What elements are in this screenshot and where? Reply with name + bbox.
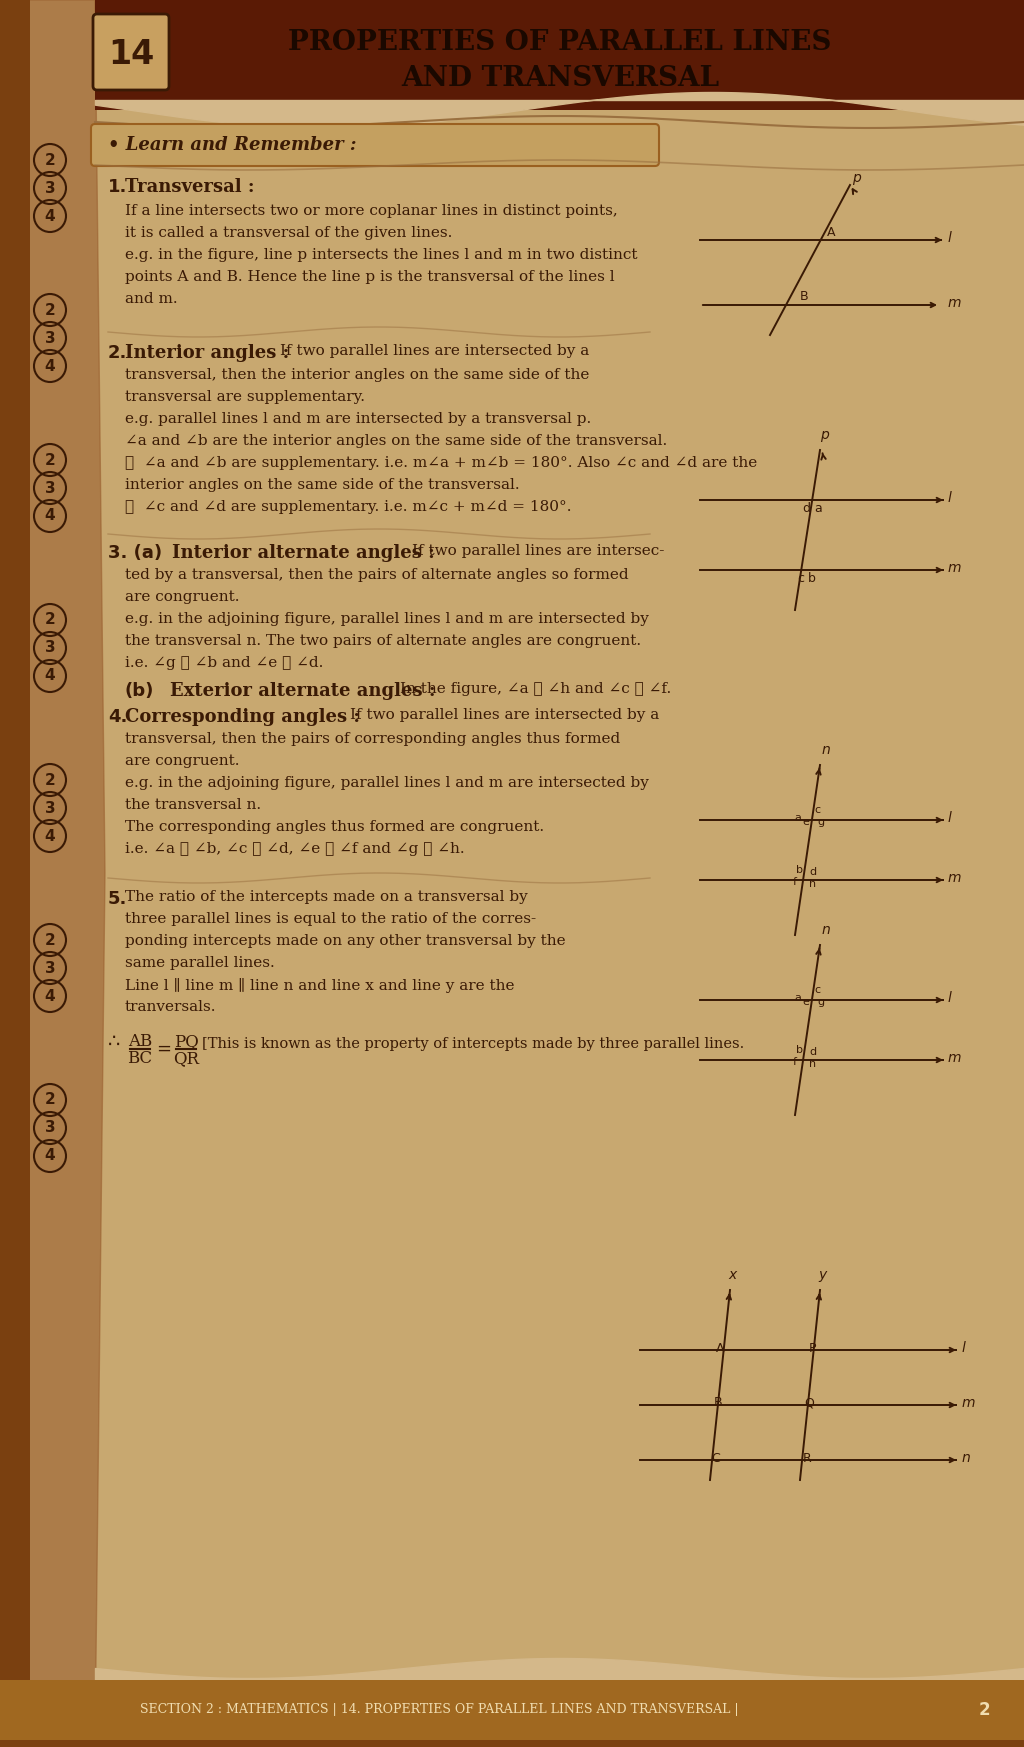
Text: b: b — [796, 865, 803, 875]
Text: and m.: and m. — [125, 292, 177, 306]
Text: f: f — [793, 1057, 797, 1067]
Text: In the figure, ∠a ≅ ∠h and ∠c ≅ ∠f.: In the figure, ∠a ≅ ∠h and ∠c ≅ ∠f. — [400, 681, 672, 695]
Text: 3: 3 — [45, 330, 55, 346]
Text: e.g. in the figure, line p intersects the lines l and m in two distinct: e.g. in the figure, line p intersects th… — [125, 248, 638, 262]
Text: If two parallel lines are intersected by a: If two parallel lines are intersected by… — [350, 708, 659, 722]
Text: f: f — [793, 877, 797, 887]
Text: d: d — [802, 501, 810, 515]
Text: points A and B. Hence the line p is the transversal of the lines l: points A and B. Hence the line p is the … — [125, 271, 614, 285]
Text: b: b — [796, 1045, 803, 1055]
Text: y: y — [818, 1268, 826, 1282]
Text: h: h — [809, 1059, 816, 1069]
Text: P: P — [809, 1342, 816, 1354]
Text: 2: 2 — [45, 152, 55, 168]
Text: Interior angles :: Interior angles : — [125, 344, 289, 362]
Text: AB: AB — [128, 1032, 153, 1050]
Text: (b): (b) — [125, 681, 155, 701]
Text: 3: 3 — [45, 961, 55, 975]
Text: ponding intercepts made on any other transversal by the: ponding intercepts made on any other tra… — [125, 935, 565, 949]
Text: i.e. ∠g ≅ ∠b and ∠e ≅ ∠d.: i.e. ∠g ≅ ∠b and ∠e ≅ ∠d. — [125, 657, 324, 671]
Polygon shape — [0, 0, 105, 1747]
Text: AND TRANSVERSAL: AND TRANSVERSAL — [401, 65, 719, 91]
Text: 3: 3 — [45, 180, 55, 196]
Text: transversal, then the pairs of corresponding angles thus formed: transversal, then the pairs of correspon… — [125, 732, 621, 746]
Text: [This is known as the property of intercepts made by three parallel lines.: [This is known as the property of interc… — [202, 1038, 744, 1052]
Text: 2: 2 — [45, 452, 55, 468]
Text: 3: 3 — [45, 1120, 55, 1136]
Text: are congruent.: are congruent. — [125, 590, 240, 604]
Text: R: R — [803, 1452, 812, 1464]
Text: 5.: 5. — [108, 889, 127, 908]
Text: b: b — [808, 571, 816, 585]
FancyBboxPatch shape — [91, 124, 659, 166]
Text: it is called a transversal of the given lines.: it is called a transversal of the given … — [125, 225, 453, 239]
Text: Corresponding angles :: Corresponding angles : — [125, 708, 360, 727]
Text: The corresponding angles thus formed are congruent.: The corresponding angles thus formed are… — [125, 819, 544, 833]
Text: 2: 2 — [45, 613, 55, 627]
Text: a: a — [795, 812, 801, 823]
Text: e: e — [802, 998, 809, 1006]
Text: x: x — [728, 1268, 736, 1282]
Text: m: m — [948, 1052, 962, 1066]
Text: Transversal :: Transversal : — [125, 178, 255, 196]
FancyBboxPatch shape — [95, 0, 1024, 110]
Text: g: g — [817, 998, 824, 1006]
Text: p: p — [820, 428, 828, 442]
Text: l: l — [948, 231, 952, 245]
Text: the transversal n.: the transversal n. — [125, 798, 261, 812]
Text: 4.: 4. — [108, 708, 127, 727]
Text: 3: 3 — [45, 800, 55, 816]
Text: a: a — [795, 992, 801, 1003]
FancyBboxPatch shape — [0, 1740, 1024, 1747]
Text: ∴  ∠c and ∠d are supplementary. i.e. m∠c + m∠d = 180°.: ∴ ∠c and ∠d are supplementary. i.e. m∠c … — [125, 500, 571, 514]
Text: If two parallel lines are intersec-: If two parallel lines are intersec- — [412, 543, 665, 557]
Text: 4: 4 — [45, 669, 55, 683]
Text: QR: QR — [173, 1050, 199, 1067]
Text: h: h — [809, 879, 816, 889]
Text: ∠a and ∠b are the interior angles on the same side of the transversal.: ∠a and ∠b are the interior angles on the… — [125, 433, 668, 447]
Text: BC: BC — [127, 1050, 153, 1067]
Text: d: d — [809, 867, 816, 877]
Text: =: = — [156, 1039, 171, 1059]
FancyBboxPatch shape — [0, 0, 30, 1747]
Text: e.g. in the adjoining figure, parallel lines l and m are intersected by: e.g. in the adjoining figure, parallel l… — [125, 611, 649, 625]
Text: a: a — [814, 501, 821, 515]
Text: interior angles on the same side of the transversal.: interior angles on the same side of the … — [125, 479, 519, 493]
Text: 2: 2 — [45, 933, 55, 947]
Text: Line l ∥ line m ∥ line n and line x and line y are the: Line l ∥ line m ∥ line n and line x and … — [125, 978, 514, 992]
Text: p: p — [852, 171, 861, 185]
Text: e: e — [802, 818, 809, 826]
Text: If a line intersects two or more coplanar lines in distinct points,: If a line intersects two or more coplana… — [125, 204, 617, 218]
Text: 2: 2 — [45, 772, 55, 788]
Text: e.g. parallel lines l and m are intersected by a transversal p.: e.g. parallel lines l and m are intersec… — [125, 412, 591, 426]
Text: • Learn and Remember :: • Learn and Remember : — [108, 136, 356, 154]
Text: If two parallel lines are intersected by a: If two parallel lines are intersected by… — [280, 344, 589, 358]
Text: B: B — [714, 1396, 722, 1410]
Text: c: c — [814, 985, 820, 996]
Text: 4: 4 — [45, 508, 55, 524]
Text: 2: 2 — [45, 302, 55, 318]
Text: three parallel lines is equal to the ratio of the corres-: three parallel lines is equal to the rat… — [125, 912, 537, 926]
Text: 2: 2 — [978, 1702, 990, 1719]
Text: n: n — [962, 1452, 971, 1466]
Text: PROPERTIES OF PARALLEL LINES: PROPERTIES OF PARALLEL LINES — [289, 28, 831, 56]
Text: e.g. in the adjoining figure, parallel lines l and m are intersected by: e.g. in the adjoining figure, parallel l… — [125, 776, 649, 790]
Text: 1.: 1. — [108, 178, 127, 196]
Text: 3: 3 — [45, 480, 55, 496]
Text: The ratio of the intercepts made on a transversal by: The ratio of the intercepts made on a tr… — [125, 889, 527, 903]
Text: Interior alternate angles :: Interior alternate angles : — [172, 543, 435, 563]
Text: ∴: ∴ — [108, 1032, 121, 1052]
Text: m: m — [948, 561, 962, 575]
Text: the transversal n. The two pairs of alternate angles are congruent.: the transversal n. The two pairs of alte… — [125, 634, 641, 648]
Text: ted by a transversal, then the pairs of alternate angles so formed: ted by a transversal, then the pairs of … — [125, 568, 629, 582]
Text: ∴  ∠a and ∠b are supplementary. i.e. m∠a + m∠b = 180°. Also ∠c and ∠d are the: ∴ ∠a and ∠b are supplementary. i.e. m∠a … — [125, 456, 758, 470]
Text: i.e. ∠a ≅ ∠b, ∠c ≅ ∠d, ∠e ≅ ∠f and ∠g ≅ ∠h.: i.e. ∠a ≅ ∠b, ∠c ≅ ∠d, ∠e ≅ ∠f and ∠g ≅ … — [125, 842, 465, 856]
Text: tranversals.: tranversals. — [125, 999, 216, 1013]
Text: 3. (a): 3. (a) — [108, 543, 162, 563]
Text: Exterior alternate angles :: Exterior alternate angles : — [170, 681, 435, 701]
Text: 4: 4 — [45, 358, 55, 374]
Text: 4: 4 — [45, 1148, 55, 1164]
Text: PQ: PQ — [174, 1032, 199, 1050]
Text: n: n — [822, 922, 830, 936]
